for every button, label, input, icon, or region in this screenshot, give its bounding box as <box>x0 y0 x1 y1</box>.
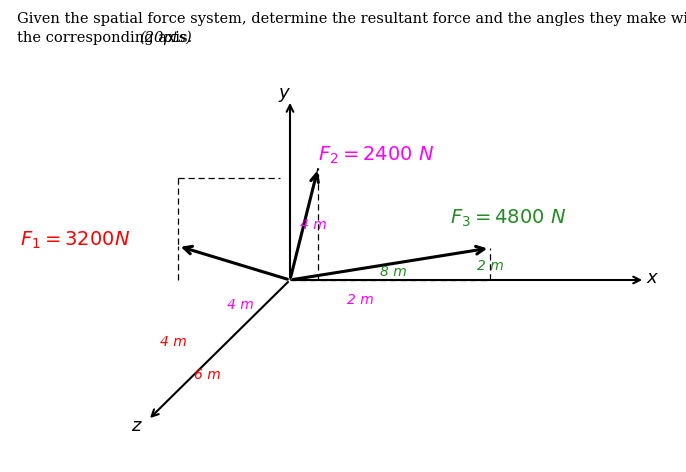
Text: 4 m: 4 m <box>300 218 327 232</box>
Text: (20pts): (20pts) <box>139 31 192 45</box>
Text: y: y <box>279 84 289 102</box>
Text: Given the spatial force system, determine the resultant force and the angles the: Given the spatial force system, determin… <box>17 12 686 26</box>
Text: 6 m: 6 m <box>193 368 220 382</box>
Text: $\mathbf{\mathit{F}}_\mathbf{\mathit{2}} = 2400\ N$: $\mathbf{\mathit{F}}_\mathbf{\mathit{2}}… <box>318 144 435 166</box>
Text: $\mathbf{\mathit{F}}_\mathbf{\mathit{3}} = 4800\ N$: $\mathbf{\mathit{F}}_\mathbf{\mathit{3}}… <box>450 207 567 228</box>
Text: x: x <box>647 269 657 287</box>
Text: the corresponding axis.: the corresponding axis. <box>17 31 197 45</box>
Text: $\mathbf{\mathit{F}}_\mathbf{\mathit{1}} = 3200N$: $\mathbf{\mathit{F}}_\mathbf{\mathit{1}}… <box>20 229 130 251</box>
Text: 2 m: 2 m <box>346 293 373 307</box>
Text: 8 m: 8 m <box>379 265 406 279</box>
Text: 4 m: 4 m <box>226 298 253 312</box>
Text: z: z <box>131 417 141 435</box>
Text: 2 m: 2 m <box>477 259 504 273</box>
Text: 4 m: 4 m <box>160 335 187 349</box>
